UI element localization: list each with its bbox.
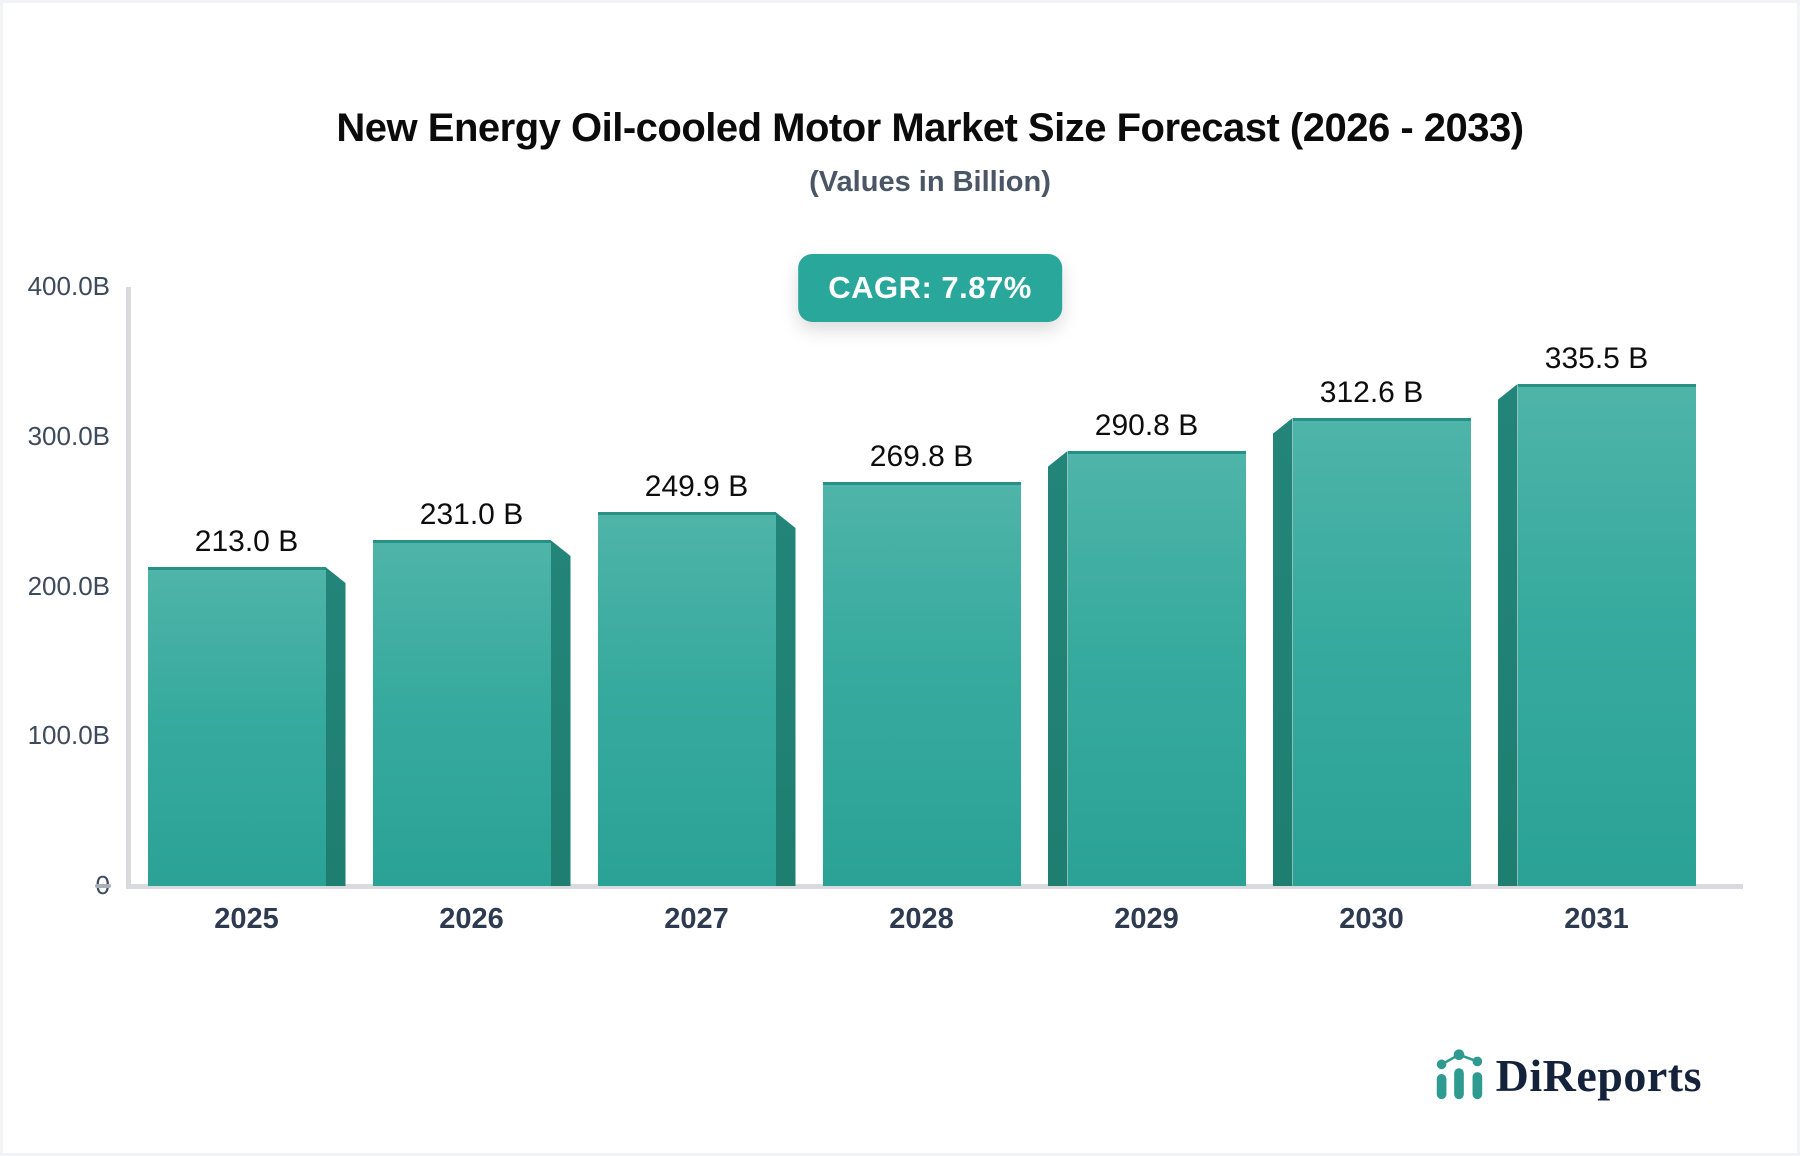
brand-name: DiReports: [1495, 1049, 1702, 1101]
bar-side-face: [550, 540, 571, 886]
bar-value-label: 249.9 B: [644, 470, 749, 503]
bar-side-face: [775, 512, 796, 886]
x-tick-label: 2030: [1339, 903, 1404, 935]
y-axis-line: [126, 287, 131, 889]
bar: [1047, 451, 1246, 886]
bar-body: [822, 482, 1021, 886]
y-tick-label: 400.0B: [27, 271, 110, 301]
bar-body: [372, 540, 551, 886]
bar-body: [1067, 451, 1246, 886]
bar-value-label: 269.8 B: [869, 440, 974, 473]
y-tick-label: 300.0B: [27, 420, 110, 451]
chart-subtitle: (Values in Billion): [809, 166, 1051, 198]
bar-value-label: 213.0 B: [194, 525, 299, 558]
x-tick-label: 2025: [214, 903, 279, 935]
bar-side-face: [1047, 451, 1068, 886]
bar-value-label: 231.0 B: [419, 498, 524, 531]
bar-side-face: [1272, 418, 1293, 886]
y-tick-label: 200.0B: [27, 570, 110, 601]
bar-body: [147, 567, 326, 886]
bar-line-chart-icon: [1430, 1046, 1488, 1104]
bar: [372, 540, 571, 886]
x-tick-label: 2028: [889, 903, 954, 935]
zero-tick-mark: [95, 884, 111, 888]
y-tick-label: 100.0B: [27, 720, 110, 751]
bar-value-label: 335.5 B: [1544, 342, 1649, 375]
x-axis-line: [126, 884, 1743, 889]
bar-value-label: 290.8 B: [1094, 409, 1199, 442]
bar: [147, 567, 346, 886]
bar: [1272, 418, 1471, 886]
chart-title: New Energy Oil-cooled Motor Market Size …: [336, 106, 1524, 150]
x-tick-label: 2031: [1564, 903, 1629, 935]
bar: [597, 512, 796, 886]
bar-body: [597, 512, 776, 886]
x-tick-label: 2026: [439, 903, 504, 935]
x-tick-label: 2027: [664, 903, 729, 935]
x-tick-label: 2029: [1114, 903, 1179, 935]
bar: [822, 482, 1021, 886]
cagr-badge: CAGR: 7.87%: [798, 254, 1062, 322]
bar: [1497, 384, 1696, 886]
brand-logo: DiReports: [1430, 1046, 1702, 1104]
bar-side-face: [325, 567, 346, 886]
bar-side-face: [1497, 384, 1518, 886]
bar-value-label: 312.6 B: [1319, 376, 1424, 409]
bar-body: [1292, 418, 1471, 886]
bar-body: [1517, 384, 1696, 886]
